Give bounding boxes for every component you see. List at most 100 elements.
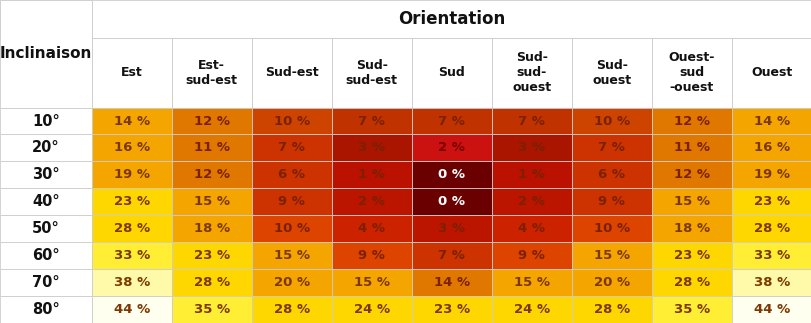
Bar <box>571 242 651 269</box>
Bar <box>172 269 251 296</box>
Bar <box>571 215 651 242</box>
Bar <box>491 134 571 162</box>
Bar <box>571 134 651 162</box>
Text: 23 %: 23 % <box>753 195 789 208</box>
Text: 33 %: 33 % <box>753 249 789 262</box>
Text: 16 %: 16 % <box>753 141 789 154</box>
Bar <box>172 215 251 242</box>
Text: 19 %: 19 % <box>114 168 149 182</box>
Bar <box>411 242 491 269</box>
Bar <box>651 38 731 108</box>
Bar <box>172 188 251 215</box>
Text: 15 %: 15 % <box>194 195 230 208</box>
Bar <box>332 134 411 162</box>
Text: 16 %: 16 % <box>114 141 150 154</box>
Text: 40°: 40° <box>32 194 60 209</box>
Text: 44 %: 44 % <box>114 303 150 316</box>
Text: Ouest: Ouest <box>750 66 792 79</box>
Text: Orientation: Orientation <box>397 10 505 28</box>
Text: 23 %: 23 % <box>114 195 150 208</box>
Bar <box>251 188 332 215</box>
Text: 28 %: 28 % <box>593 303 629 316</box>
Text: Sud-
ouest: Sud- ouest <box>592 59 631 87</box>
Text: 80°: 80° <box>32 302 60 317</box>
Text: 24 %: 24 % <box>354 303 389 316</box>
Text: 1 %: 1 % <box>518 168 545 182</box>
Text: 9 %: 9 % <box>358 249 384 262</box>
Bar <box>251 108 332 134</box>
Text: 20°: 20° <box>32 141 60 155</box>
Bar <box>731 296 811 323</box>
Bar <box>411 269 491 296</box>
Text: Ouest-
sud
-ouest: Ouest- sud -ouest <box>668 51 714 94</box>
Text: 12 %: 12 % <box>194 168 230 182</box>
Text: 7 %: 7 % <box>598 141 624 154</box>
Text: 30°: 30° <box>32 167 60 182</box>
Bar <box>332 188 411 215</box>
Text: 0 %: 0 % <box>438 168 465 182</box>
Bar <box>172 296 251 323</box>
Text: 11 %: 11 % <box>673 141 709 154</box>
Text: 18 %: 18 % <box>673 222 709 235</box>
Text: 20 %: 20 % <box>273 276 310 289</box>
Bar <box>651 188 731 215</box>
Bar <box>411 162 491 188</box>
Bar <box>491 188 571 215</box>
Bar <box>332 38 411 108</box>
Bar <box>332 215 411 242</box>
Bar <box>332 108 411 134</box>
Bar <box>0 134 92 162</box>
Bar <box>332 296 411 323</box>
Bar <box>491 242 571 269</box>
Text: 28 %: 28 % <box>673 276 709 289</box>
Text: 2 %: 2 % <box>438 141 465 154</box>
Text: Est: Est <box>121 66 143 79</box>
Bar <box>491 296 571 323</box>
Bar <box>731 108 811 134</box>
Text: Inclinaison: Inclinaison <box>0 46 92 61</box>
Text: 28 %: 28 % <box>273 303 310 316</box>
Bar <box>411 215 491 242</box>
Bar <box>251 38 332 108</box>
Bar <box>92 242 172 269</box>
Bar <box>571 38 651 108</box>
Text: 23 %: 23 % <box>433 303 470 316</box>
Text: 3 %: 3 % <box>358 141 385 154</box>
Bar <box>92 188 172 215</box>
Bar <box>571 162 651 188</box>
Bar <box>491 38 571 108</box>
Text: 14 %: 14 % <box>433 276 470 289</box>
Text: 60°: 60° <box>32 248 60 263</box>
Bar <box>0 242 92 269</box>
Text: 44 %: 44 % <box>753 303 789 316</box>
Bar <box>571 188 651 215</box>
Bar <box>172 242 251 269</box>
Text: 35 %: 35 % <box>194 303 230 316</box>
Text: 9 %: 9 % <box>598 195 624 208</box>
Text: 15 %: 15 % <box>513 276 549 289</box>
Text: 10 %: 10 % <box>273 115 310 128</box>
Text: 7 %: 7 % <box>438 115 465 128</box>
Bar <box>172 162 251 188</box>
Bar <box>411 188 491 215</box>
Bar <box>251 269 332 296</box>
Bar <box>651 215 731 242</box>
Text: 28 %: 28 % <box>114 222 150 235</box>
Bar <box>731 242 811 269</box>
Bar <box>731 38 811 108</box>
Bar <box>0 188 92 215</box>
Text: 38 %: 38 % <box>753 276 789 289</box>
Text: 14 %: 14 % <box>753 115 789 128</box>
Text: Est-
sud-est: Est- sud-est <box>186 59 238 87</box>
Bar <box>92 269 172 296</box>
Bar <box>731 215 811 242</box>
Bar <box>491 108 571 134</box>
Text: 9 %: 9 % <box>518 249 545 262</box>
Text: Sud-est: Sud-est <box>264 66 318 79</box>
Bar <box>571 269 651 296</box>
Text: 50°: 50° <box>32 221 60 236</box>
Text: 14 %: 14 % <box>114 115 150 128</box>
Bar <box>0 0 92 108</box>
Bar <box>172 108 251 134</box>
Bar <box>731 134 811 162</box>
